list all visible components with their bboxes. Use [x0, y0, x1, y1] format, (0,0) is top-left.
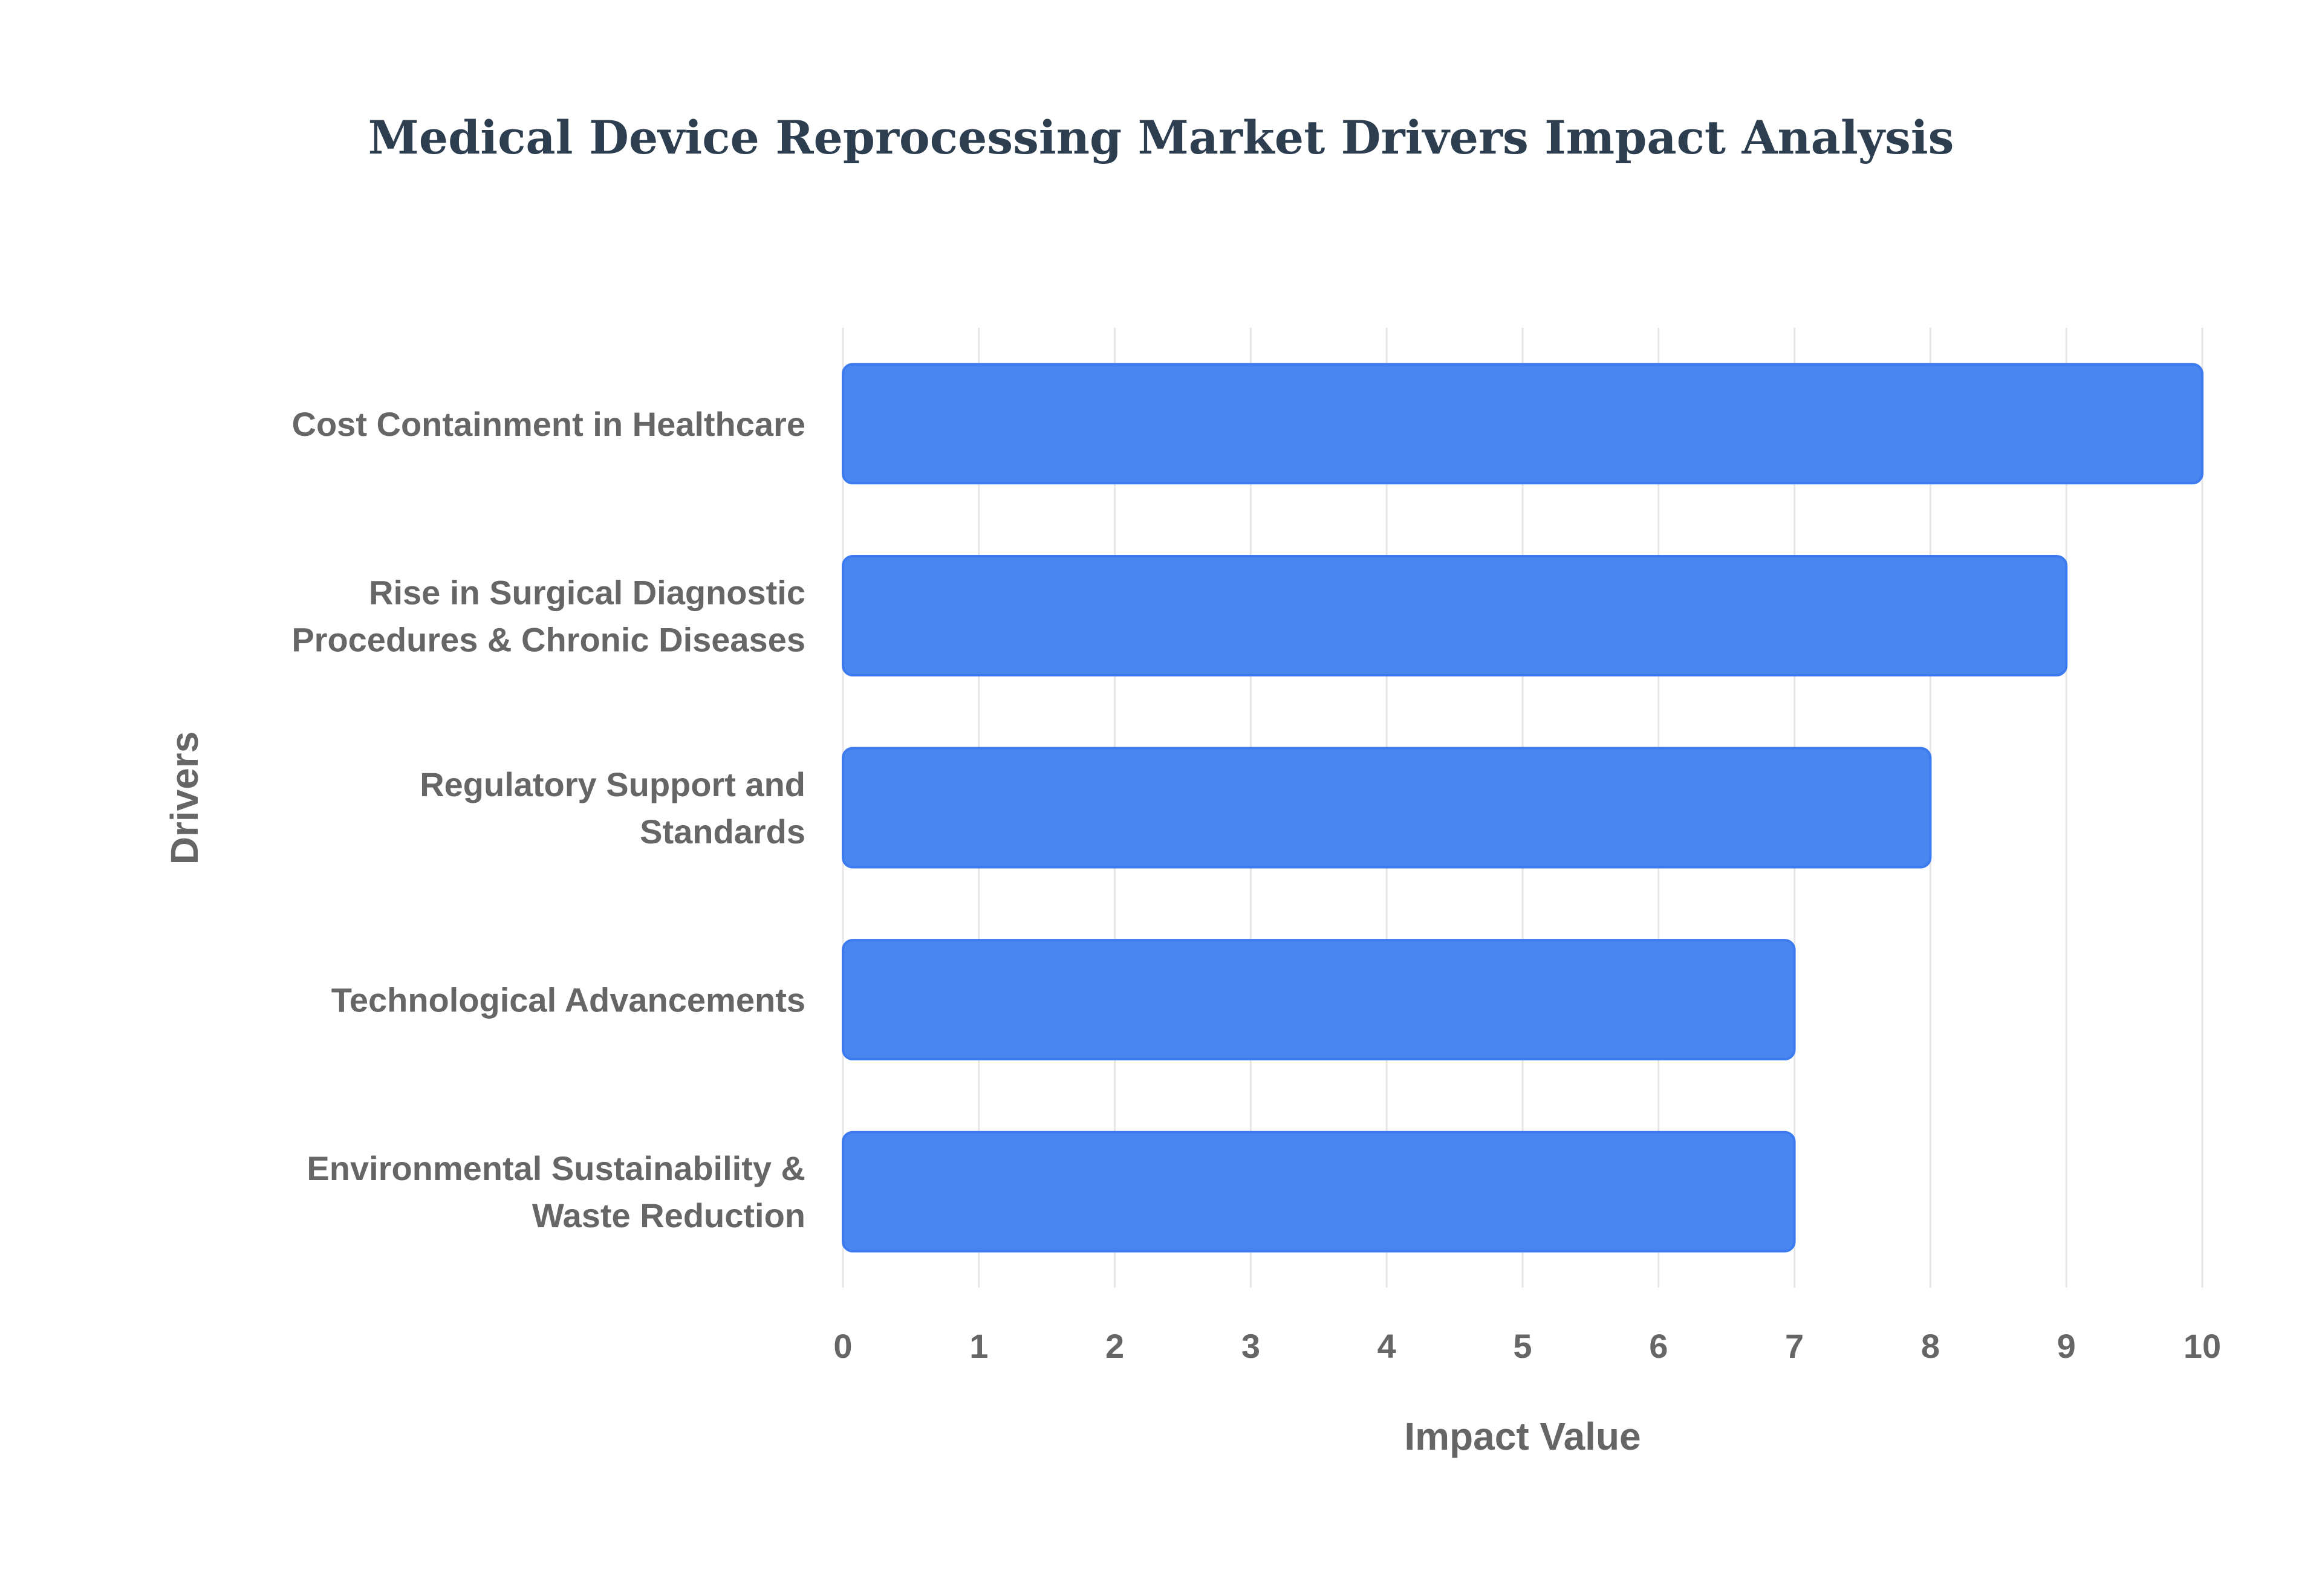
x-tick-label: 3: [1241, 1327, 1260, 1365]
y-category-label: Cost Containment in Healthcare: [292, 405, 805, 443]
y-category-label-line: Regulatory Support and: [420, 765, 805, 803]
x-tick-label: 5: [1513, 1327, 1532, 1365]
x-tick-label: 8: [1921, 1327, 1940, 1365]
y-category-label-line: Cost Containment in Healthcare: [292, 405, 805, 443]
x-tick-label: 4: [1377, 1327, 1396, 1365]
x-tick-label: 0: [833, 1327, 852, 1365]
bar: [842, 363, 2203, 485]
y-category-label-line: Standards: [640, 813, 805, 851]
y-category-label: Regulatory Support and Standards: [420, 765, 805, 851]
bar: [842, 554, 2068, 676]
y-axis-title: Drivers: [163, 731, 206, 865]
x-tick-label: 6: [1649, 1327, 1668, 1365]
bar: [842, 747, 1932, 869]
x-tick-label: 1: [969, 1327, 988, 1365]
x-axis-tick-labels: 0 1 2 3 4 5 6 7 8 9 10: [833, 1327, 2221, 1365]
y-category-label-line: Waste Reduction: [532, 1196, 805, 1234]
x-axis-title: Impact Value: [1404, 1415, 1641, 1458]
x-tick-label: 9: [2057, 1327, 2076, 1365]
x-tick-label: 10: [2184, 1327, 2221, 1365]
y-category-label-line: Technological Advancements: [331, 981, 805, 1019]
y-category-label: Rise in Surgical Diagnostic Procedures & …: [291, 573, 805, 658]
x-tick-label: 2: [1105, 1327, 1124, 1365]
bars: [842, 363, 2203, 1253]
bar: [842, 939, 1796, 1061]
y-category-label-line: Rise in Surgical Diagnostic: [369, 573, 805, 611]
y-category-label: Technological Advancements: [331, 981, 805, 1019]
x-tick-label: 7: [1785, 1327, 1804, 1365]
y-category-label-line: Environmental Sustainability &: [307, 1149, 805, 1187]
y-category-label: Environmental Sustainability & Waste Redu…: [307, 1149, 805, 1234]
chart-title: Medical Device Reprocessing Market Drive…: [368, 111, 1954, 164]
y-axis-category-labels: Cost Containment in Healthcare Rise in Su…: [291, 405, 805, 1234]
bar: [842, 1130, 1796, 1253]
y-category-label-line: Procedures & Chronic Diseases: [291, 620, 805, 658]
